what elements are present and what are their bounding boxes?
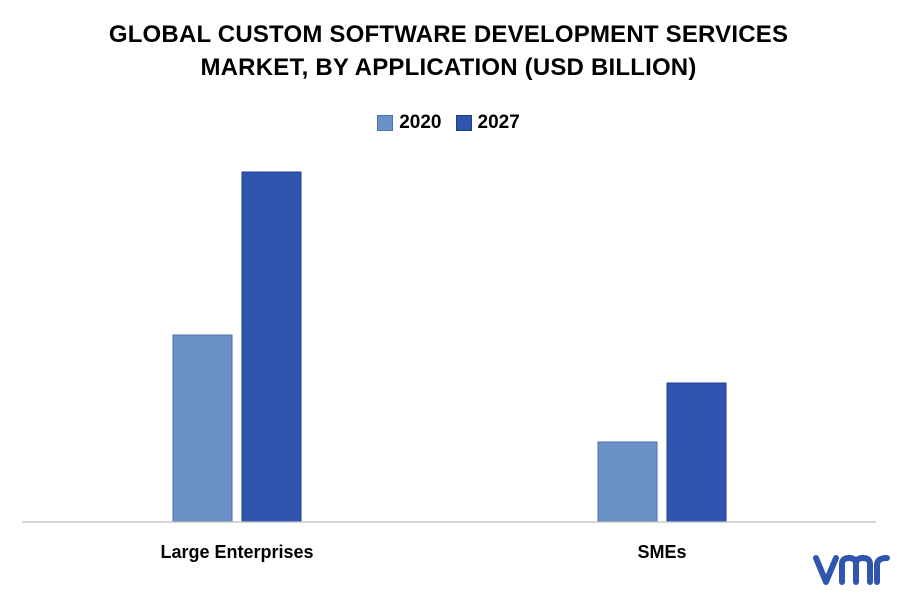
bars-group — [172, 171, 727, 523]
vmr-logo — [812, 548, 892, 595]
x-axis-labels: Large Enterprises SMEs — [160, 542, 686, 562]
bar-smes-2027 — [666, 382, 727, 523]
chart-title-line-1: GLOBAL CUSTOM SOFTWARE DEVELOPMENT SERVI… — [108, 21, 789, 48]
bar-large-enterprises-2027 — [241, 171, 302, 523]
chart-title: GLOBAL CUSTOM SOFTWARE DEVELOPMENT SERVI… — [0, 18, 897, 84]
vmr-logo-icon — [813, 554, 890, 585]
legend-item-2027: 2027 — [455, 112, 520, 134]
legend-swatch-2020 — [377, 115, 394, 131]
chart-legend: 2020 2027 — [0, 112, 897, 134]
legend-label-2020: 2020 — [399, 112, 442, 133]
chart-title-line-2: MARKET, BY APPLICATION (USD BILLION) — [200, 54, 697, 81]
legend-swatch-2027 — [455, 115, 472, 131]
x-tick-label-smes: SMEs — [637, 542, 686, 562]
bar-large-enterprises-2020 — [172, 334, 233, 523]
bar-smes-2020 — [597, 441, 658, 523]
legend-item-2020: 2020 — [377, 112, 442, 134]
legend-label-2027: 2027 — [477, 112, 520, 133]
x-tick-label-large-enterprises: Large Enterprises — [160, 542, 313, 562]
